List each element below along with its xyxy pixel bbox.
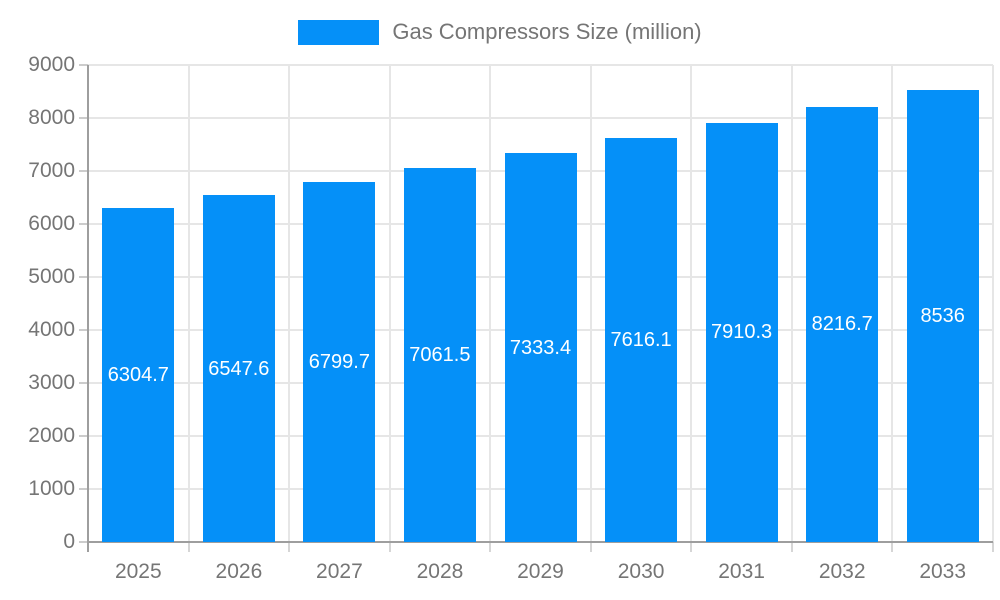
bar-value-label: 6799.7 <box>308 350 370 373</box>
v-gridline <box>389 65 391 542</box>
x-axis-line <box>88 541 993 543</box>
h-gridline <box>88 117 993 119</box>
legend-label: Gas Compressors Size (million) <box>392 19 702 44</box>
x-tick-label: 2033 <box>919 560 967 583</box>
bar-2029[interactable] <box>504 153 577 542</box>
y-axis-tick <box>79 488 88 490</box>
bar-2028[interactable] <box>403 167 476 542</box>
y-tick-label: 2000 <box>28 424 75 447</box>
x-tick-label: 2029 <box>517 560 564 583</box>
y-axis-line <box>87 65 89 552</box>
bar-2026[interactable] <box>202 195 275 542</box>
y-tick-label: 6000 <box>28 212 75 235</box>
x-tick-label: 2030 <box>617 560 665 583</box>
y-tick-label: 5000 <box>28 265 75 288</box>
x-axis-tick <box>288 542 290 552</box>
bar-value-label: 7910.3 <box>711 321 773 344</box>
x-axis-tick <box>590 542 592 552</box>
bar-2033[interactable] <box>906 89 979 542</box>
x-axis-tick <box>188 542 190 552</box>
y-axis-tick <box>79 541 88 543</box>
y-axis-tick <box>79 329 88 331</box>
y-tick-label: 0 <box>63 530 75 553</box>
y-tick-label: 9000 <box>28 53 75 76</box>
v-gridline <box>188 65 190 542</box>
chart-legend: Gas Compressors Size (million) <box>0 19 1000 45</box>
y-tick-label: 8000 <box>28 106 75 129</box>
y-axis-tick <box>79 435 88 437</box>
bar-value-label: 7061.5 <box>409 343 471 366</box>
bar-2027[interactable] <box>303 181 376 542</box>
v-gridline <box>791 65 793 542</box>
bar-2031[interactable] <box>705 122 778 542</box>
y-tick-label: 7000 <box>28 159 75 182</box>
x-tick-label: 2028 <box>416 560 464 583</box>
x-axis-tick <box>791 542 793 552</box>
v-gridline <box>891 65 893 542</box>
v-gridline <box>489 65 491 542</box>
y-axis-tick <box>79 382 88 384</box>
x-tick-label: 2025 <box>114 560 162 583</box>
bar-value-label: 7333.4 <box>509 336 572 359</box>
bar-2030[interactable] <box>605 138 678 542</box>
x-axis-tick <box>992 542 994 552</box>
y-axis-tick <box>79 117 88 119</box>
h-gridline <box>88 64 993 66</box>
bar-value-label: 6304.7 <box>107 363 169 386</box>
bar-2032[interactable] <box>806 106 879 542</box>
x-tick-label: 2031 <box>718 560 765 583</box>
x-tick-label: 2032 <box>818 560 866 583</box>
v-gridline <box>288 65 290 542</box>
y-axis-tick <box>79 223 88 225</box>
x-axis-tick <box>891 542 893 552</box>
v-gridline <box>590 65 592 542</box>
bar-2025[interactable] <box>102 207 175 542</box>
v-gridline <box>992 65 994 542</box>
y-tick-label: 3000 <box>28 371 75 394</box>
x-axis-tick <box>389 542 391 552</box>
x-axis-tick <box>690 542 692 552</box>
bar-value-label: 8216.7 <box>811 313 873 336</box>
bar-value-label: 7616.1 <box>610 329 672 352</box>
x-tick-label: 2026 <box>215 560 263 583</box>
y-axis-tick <box>79 64 88 66</box>
x-axis-tick <box>489 542 491 552</box>
y-axis-tick <box>79 276 88 278</box>
v-gridline <box>690 65 692 542</box>
legend-swatch <box>298 19 380 45</box>
y-tick-label: 4000 <box>28 318 75 341</box>
x-tick-label: 2027 <box>316 560 363 583</box>
bar-value-label: 6547.6 <box>208 357 270 380</box>
bar-value-label: 8536 <box>920 304 965 327</box>
y-tick-label: 1000 <box>28 477 75 500</box>
y-axis-tick <box>79 170 88 172</box>
